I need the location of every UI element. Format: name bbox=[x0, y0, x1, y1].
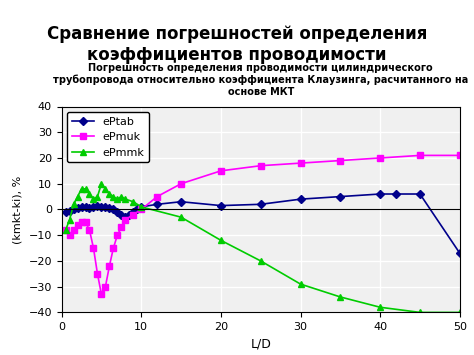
ePmmk bbox=[218, 238, 224, 242]
ePtab bbox=[138, 205, 144, 209]
ePmmk bbox=[178, 215, 184, 219]
ePtab bbox=[218, 203, 224, 208]
ePmuk bbox=[75, 223, 81, 227]
ePmuk bbox=[178, 182, 184, 186]
ePmmk bbox=[138, 205, 144, 209]
ePmmk bbox=[258, 259, 264, 263]
ePmmk bbox=[91, 197, 96, 201]
ePtab bbox=[130, 210, 136, 214]
ePtab bbox=[79, 205, 84, 209]
ePtab bbox=[110, 207, 116, 212]
ePmuk bbox=[122, 218, 128, 222]
ePtab bbox=[71, 207, 76, 212]
ePmmk bbox=[122, 197, 128, 201]
ePtab bbox=[102, 205, 108, 209]
ePmuk bbox=[82, 220, 88, 224]
ePtab bbox=[417, 192, 423, 196]
ePmuk bbox=[115, 233, 120, 237]
ePmuk bbox=[298, 161, 303, 165]
ePmuk bbox=[155, 195, 160, 199]
ePtab bbox=[67, 209, 73, 213]
ePtab bbox=[127, 212, 132, 217]
ePmmk bbox=[99, 182, 104, 186]
ePmuk bbox=[377, 156, 383, 160]
ePtab bbox=[178, 200, 184, 204]
ePmuk bbox=[87, 228, 92, 232]
ePtab bbox=[91, 205, 96, 209]
ePmmk bbox=[107, 192, 112, 196]
ePmmk bbox=[110, 195, 116, 199]
ePtab bbox=[135, 207, 140, 212]
ePtab bbox=[82, 205, 88, 209]
ePtab bbox=[377, 192, 383, 196]
ePmmk bbox=[337, 295, 343, 299]
Legend: ePtab, ePmuk, ePmmk: ePtab, ePmuk, ePmmk bbox=[67, 112, 149, 162]
ePmuk bbox=[457, 153, 463, 158]
ePmmk bbox=[95, 195, 100, 199]
ePtab bbox=[87, 206, 92, 210]
Line: ePtab: ePtab bbox=[63, 191, 463, 256]
ePmmk bbox=[67, 218, 73, 222]
ePmmk bbox=[298, 282, 303, 286]
ePmuk bbox=[417, 153, 423, 158]
ePtab bbox=[115, 210, 120, 214]
ePmuk bbox=[79, 220, 84, 224]
ePmmk bbox=[457, 310, 463, 315]
ePmmk bbox=[71, 202, 76, 207]
ePmmk bbox=[118, 195, 124, 199]
ePmuk bbox=[107, 264, 112, 268]
ePmmk bbox=[377, 305, 383, 310]
ePtab bbox=[99, 205, 104, 209]
ePtab bbox=[107, 206, 112, 210]
ePtab bbox=[393, 192, 399, 196]
ePmuk bbox=[63, 228, 68, 232]
ePmmk bbox=[75, 195, 81, 199]
ePmmk bbox=[87, 192, 92, 196]
ePtab bbox=[155, 202, 160, 207]
ePmmk bbox=[102, 187, 108, 191]
ePmuk bbox=[71, 228, 76, 232]
ePmuk bbox=[67, 233, 73, 237]
ePmmk bbox=[115, 197, 120, 201]
Text: Погрешность определения проводимости цилиндрического
трубопровода относительно к: Погрешность определения проводимости цил… bbox=[53, 63, 468, 97]
ePmmk bbox=[82, 187, 88, 191]
ePmuk bbox=[110, 246, 116, 250]
ePtab bbox=[122, 215, 128, 219]
Text: Сравнение погрешностей определения
коэффициентов проводимости: Сравнение погрешностей определения коэфф… bbox=[47, 25, 427, 64]
ePmuk bbox=[258, 164, 264, 168]
ePmuk bbox=[218, 169, 224, 173]
X-axis label: L/D: L/D bbox=[250, 338, 271, 351]
ePmuk bbox=[118, 225, 124, 230]
ePtab bbox=[337, 195, 343, 199]
ePtab bbox=[63, 210, 68, 214]
ePmmk bbox=[63, 228, 68, 232]
Y-axis label: (kmkt-ki), %: (kmkt-ki), % bbox=[13, 175, 23, 244]
ePmmk bbox=[130, 200, 136, 204]
ePmuk bbox=[130, 212, 136, 217]
ePtab bbox=[298, 197, 303, 201]
ePmuk bbox=[102, 285, 108, 289]
ePtab bbox=[75, 206, 81, 210]
Line: ePmuk: ePmuk bbox=[63, 153, 463, 297]
ePmuk bbox=[337, 158, 343, 163]
ePmuk bbox=[138, 207, 144, 212]
ePtab bbox=[457, 251, 463, 255]
ePmmk bbox=[417, 310, 423, 315]
ePtab bbox=[95, 203, 100, 208]
ePtab bbox=[258, 202, 264, 207]
ePmuk bbox=[91, 246, 96, 250]
ePtab bbox=[118, 212, 124, 217]
ePmmk bbox=[79, 187, 84, 191]
Line: ePmmk: ePmmk bbox=[63, 181, 463, 315]
ePmuk bbox=[99, 292, 104, 296]
ePmuk bbox=[95, 272, 100, 276]
